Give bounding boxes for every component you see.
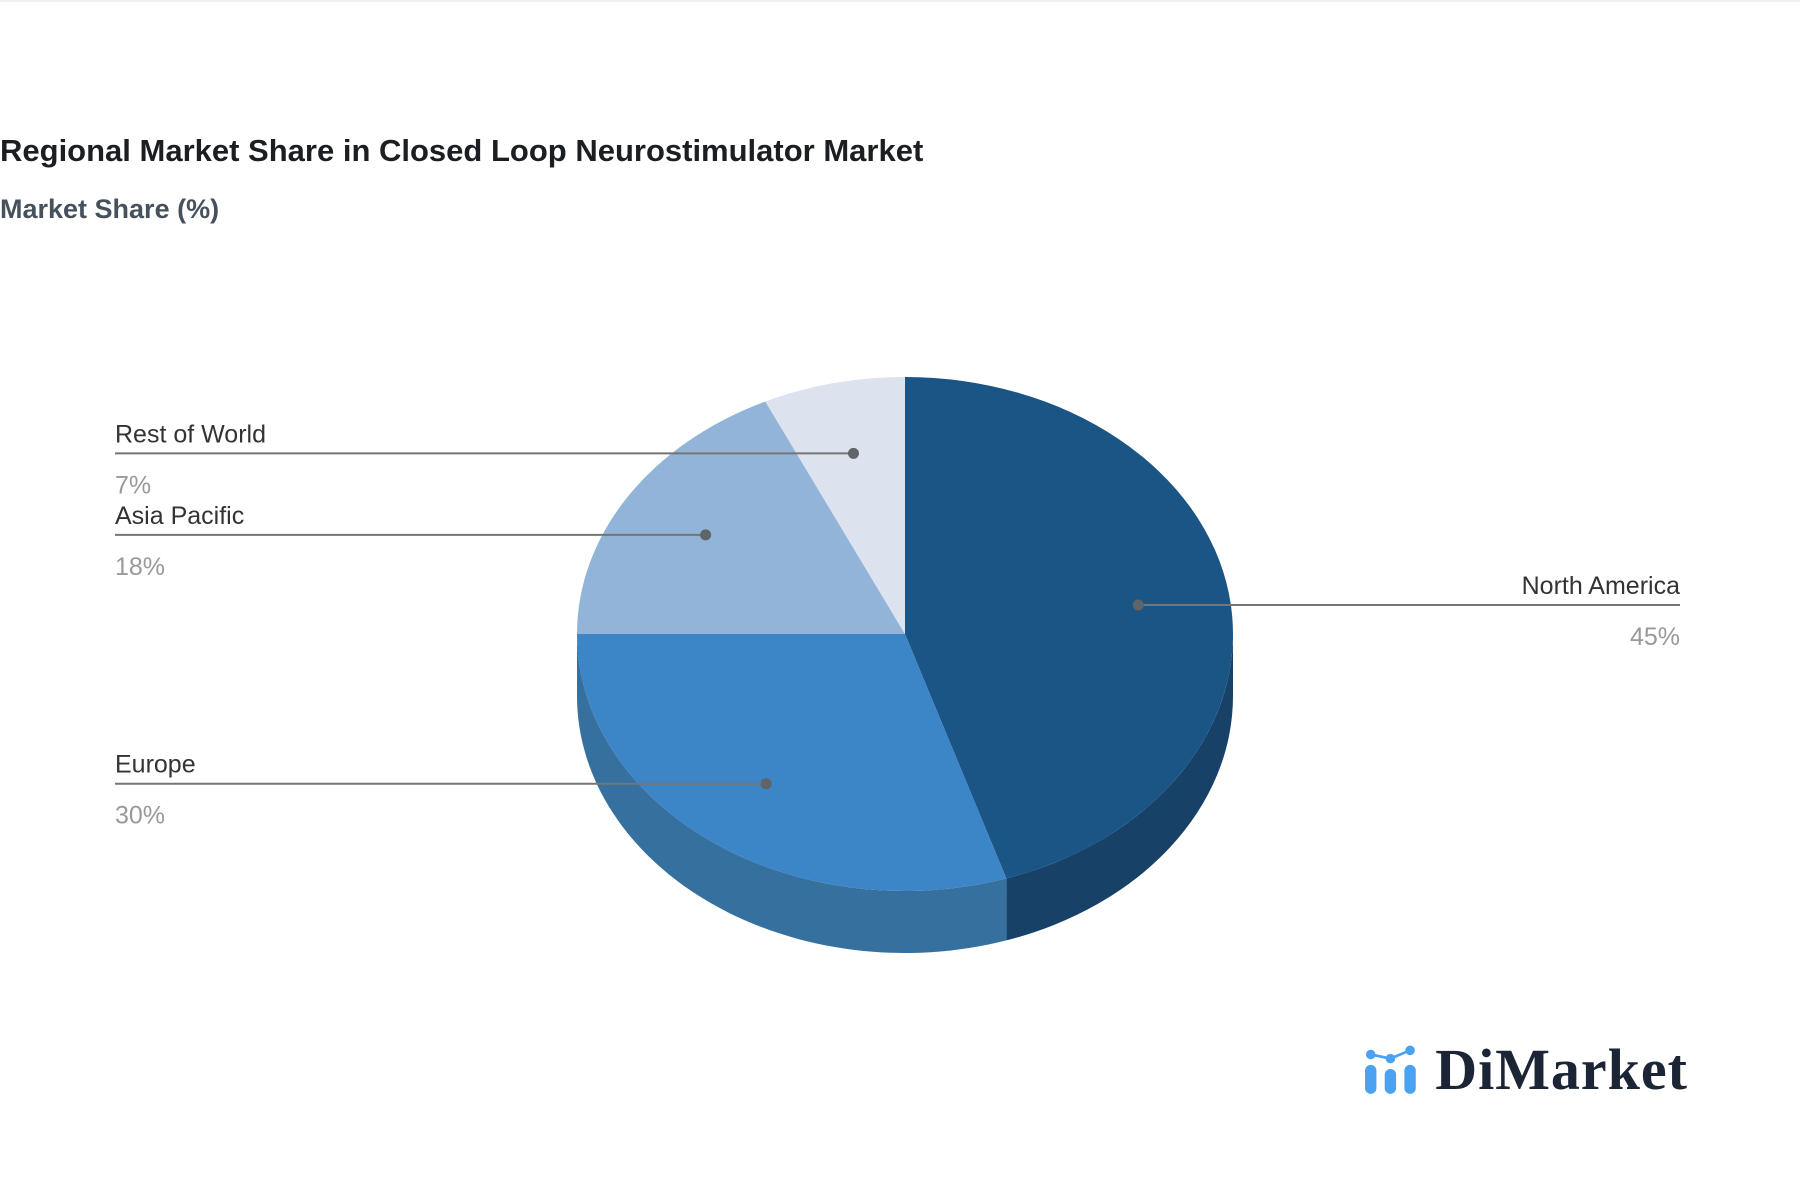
pie-slice-asia-pacific[interactable] <box>577 401 905 634</box>
logo-text: DiMarket <box>1435 1037 1688 1102</box>
pie-slice-side-europe <box>577 634 1007 953</box>
chart-subtitle: Market Share (%) <box>0 194 220 224</box>
pie-slice-europe[interactable] <box>577 634 1007 891</box>
slice-value-asia-pacific: 18% <box>115 553 165 581</box>
slice-label-north-america: North America <box>1522 572 1680 600</box>
leader-dot-asia-pacific <box>700 529 712 541</box>
pie-slice-side-north-america <box>1006 634 1233 941</box>
slice-value-north-america: 45% <box>1630 623 1680 651</box>
leader-dot-north-america <box>1132 599 1144 611</box>
slice-label-rest-of-world: Rest of World <box>115 420 266 448</box>
leader-dot-europe <box>760 778 772 790</box>
slice-value-europe: 30% <box>115 802 165 830</box>
dimarket-logo: DiMarket <box>1364 1030 1688 1110</box>
bar-line-chart-icon <box>1365 1045 1416 1094</box>
pie-slice-rest-of-world[interactable] <box>765 377 905 634</box>
slice-value-rest-of-world: 7% <box>115 471 151 499</box>
leader-dot-rest-of-world <box>847 447 859 459</box>
slice-label-asia-pacific: Asia Pacific <box>115 502 244 530</box>
slice-label-europe: Europe <box>115 751 196 779</box>
chart-title: Regional Market Share in Closed Loop Neu… <box>0 133 924 168</box>
pie-slice-north-america[interactable] <box>905 377 1233 879</box>
